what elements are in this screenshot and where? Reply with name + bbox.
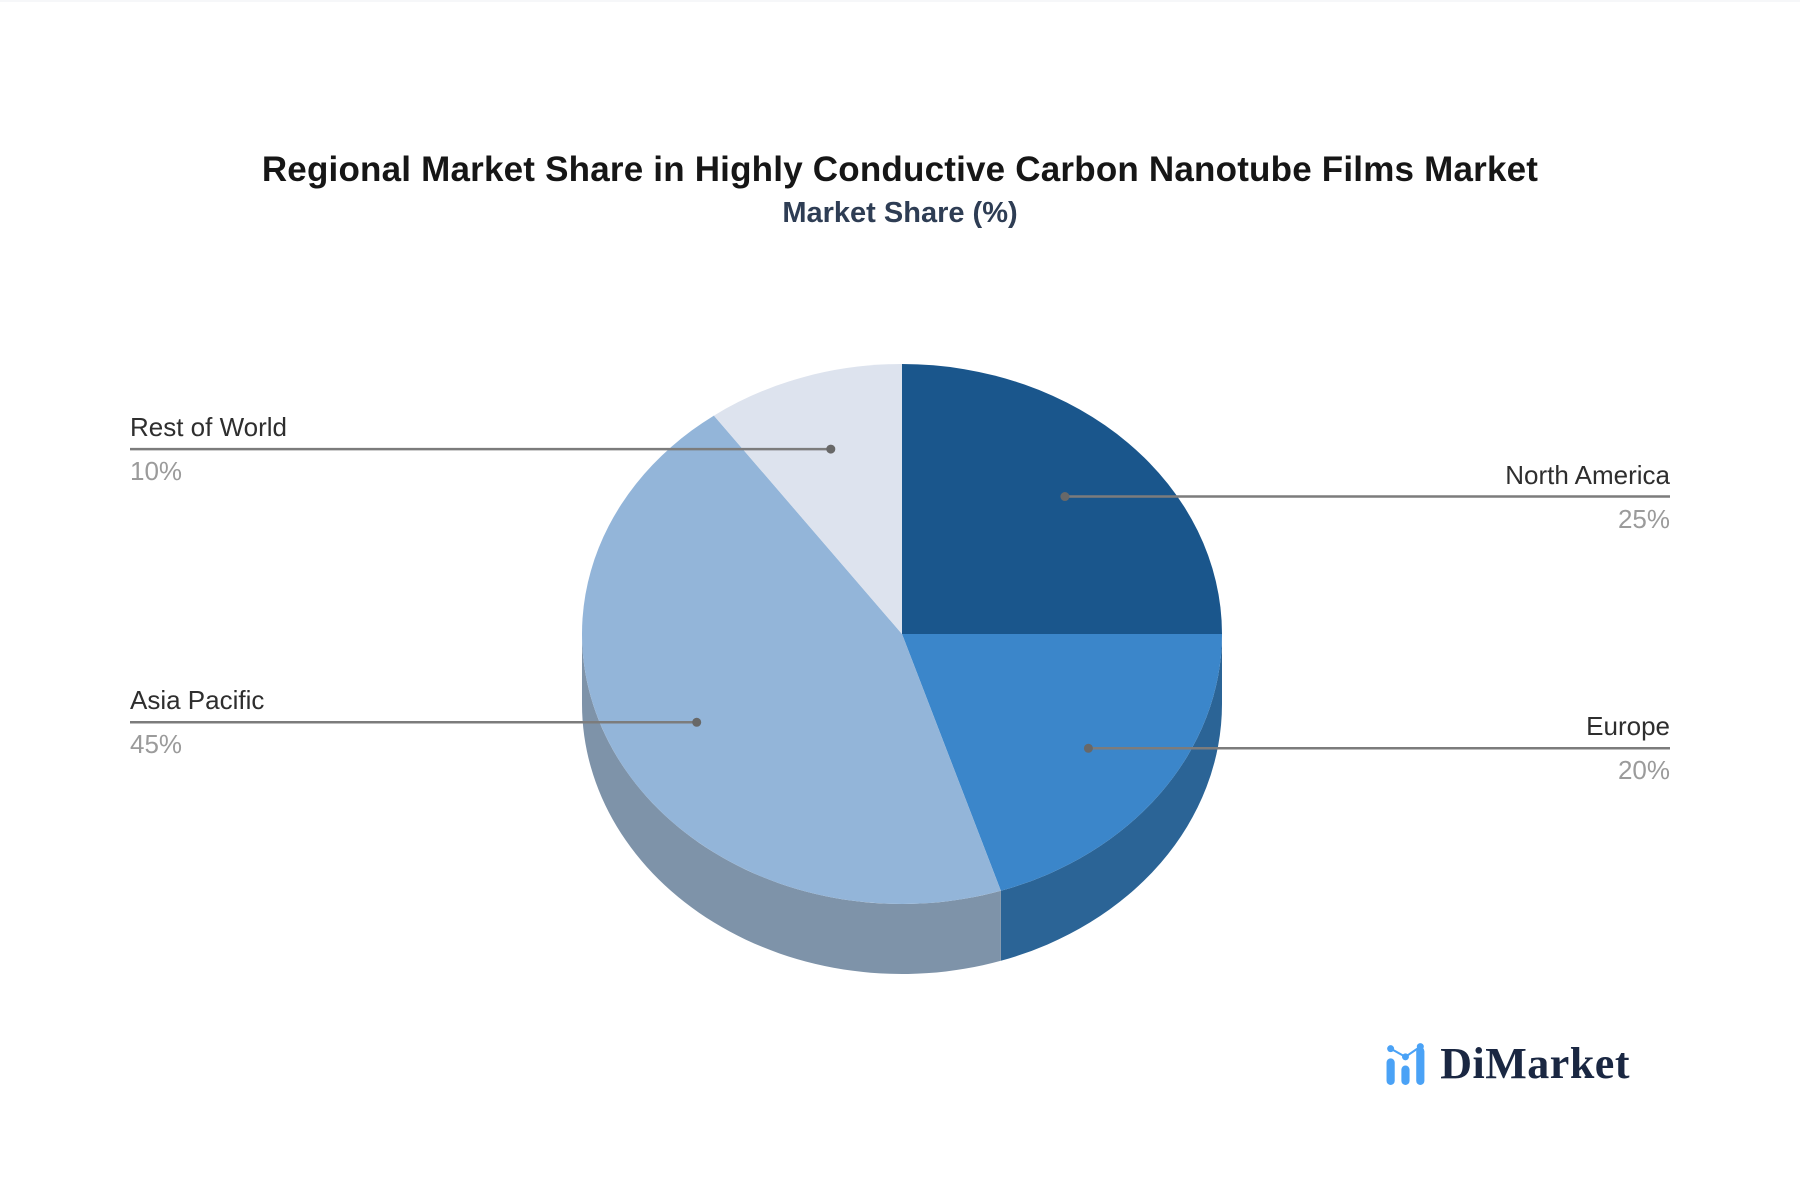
callout-north-america: North America 25% — [1050, 460, 1670, 535]
callout-dot-rest-of-world — [826, 444, 836, 454]
chart-title: Regional Market Share in Highly Conducti… — [261, 150, 1539, 189]
pie-slice-rest-of-world[interactable] — [713, 364, 902, 634]
slice-label: North America — [1505, 459, 1670, 490]
slice-label: Rest of World — [130, 412, 288, 443]
slice-pct: 45% — [130, 729, 183, 760]
slice-label: Europe — [1586, 711, 1670, 742]
pie-slice-asia-pacific[interactable] — [581, 415, 1001, 904]
callout-asia-pacific: Asia Pacific 45% — [130, 685, 750, 760]
bar-chart-icon — [1386, 1043, 1425, 1085]
slice-pct: 10% — [130, 456, 183, 487]
slice-pct: 25% — [1617, 503, 1670, 534]
slice-pct: 20% — [1617, 755, 1670, 786]
callout-dot-asia-pacific — [692, 717, 702, 727]
chart-subtitle: Market Share (%) — [782, 197, 1018, 229]
callout-rest-of-world: Rest of World 10% — [130, 412, 750, 487]
pie-rim-asia-pacific — [582, 634, 1001, 974]
callout-dot-europe — [1083, 743, 1093, 753]
pie-rim-europe — [1000, 634, 1222, 961]
callout-europe: Europe 20% — [1050, 711, 1670, 786]
logo-text: DiMarket — [1440, 1039, 1630, 1088]
slice-label: Asia Pacific — [130, 685, 265, 716]
pie-slice-europe[interactable] — [902, 634, 1222, 891]
logo: DiMarket — [1386, 1038, 1630, 1089]
callout-dot-north-america — [1060, 492, 1070, 502]
